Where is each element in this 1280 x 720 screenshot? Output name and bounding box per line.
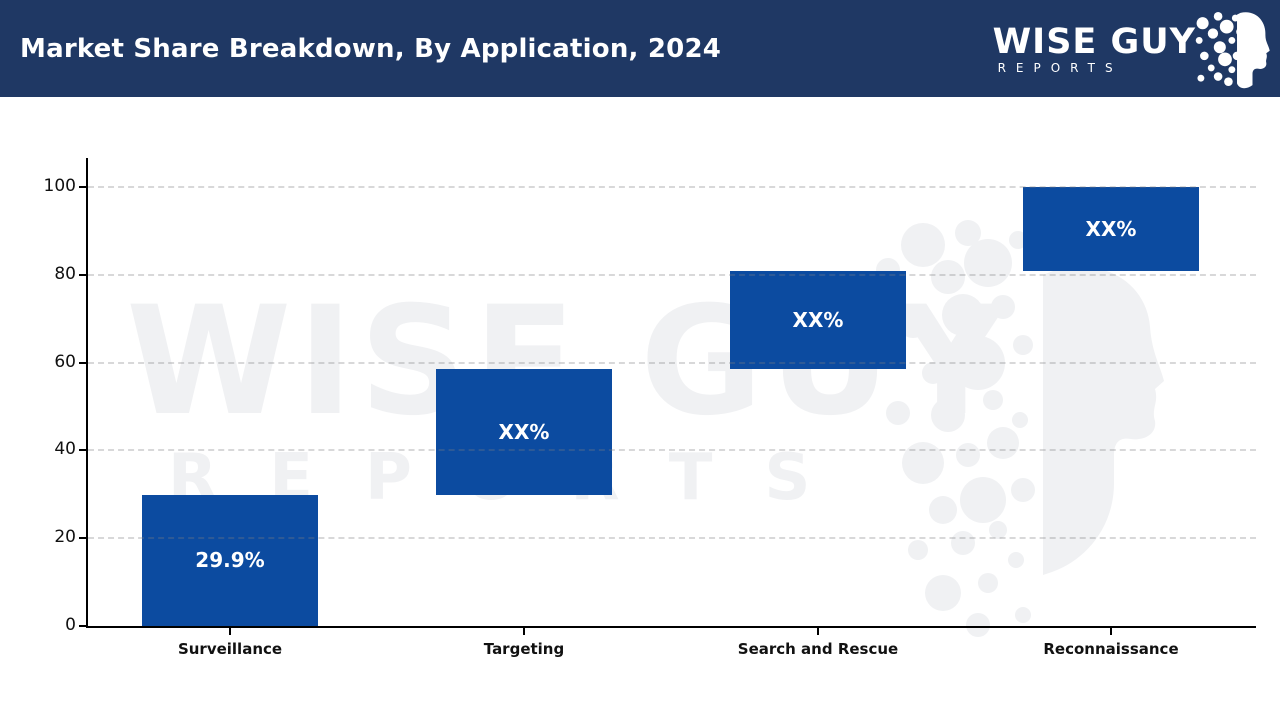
bar-value-label-reconnaissance: XX% [1085,216,1137,241]
x-axis-label-targeting: Targeting [483,640,565,658]
x-tick-mark-targeting [523,626,525,635]
gridline-20 [88,537,1256,540]
bar-search-and-rescue: XX% [730,270,906,370]
bar-targeting: XX% [436,369,612,495]
header-bar: Market Share Breakdown, By Application, … [0,0,1280,97]
bar-surveillance: 29.9% [142,494,318,626]
logo-wordmark-line2: REPORTS [997,61,1123,76]
y-axis-line [86,158,88,628]
y-tick-label-80: 80 [54,263,76,284]
chart-plot-area: 29.9% XX% XX% XX% 0 20 40 60 80 100 Surveillance T… [0,97,1280,720]
y-tick-mark-0 [79,625,88,627]
y-tick-label-0: 0 [65,615,76,635]
logo-wordmark-line1: WISE GUY [992,21,1196,62]
y-tick-mark-40 [79,449,88,452]
bar-reconnaissance: XX% [1023,187,1199,271]
logo-wordmark: WISE GUY REPORTS [993,23,1196,76]
gridline-60 [88,361,1256,364]
page-title: Market Share Breakdown, By Application, … [20,33,722,64]
y-tick-mark-100 [79,186,88,188]
y-tick-label-20: 20 [54,527,76,548]
y-tick-label-40: 40 [54,439,76,460]
x-tick-mark-search-and-rescue [817,626,819,635]
y-tick-label-100: 100 [43,176,76,196]
y-tick-mark-80 [79,273,88,276]
gridline-100 [88,186,1256,188]
x-axis-line [86,626,1256,628]
bar-value-label-targeting: XX% [498,419,550,444]
y-tick-mark-20 [79,537,88,540]
wise-guy-logo: WISE GUY REPORTS [993,6,1270,92]
y-tick-label-60: 60 [54,351,76,372]
x-axis-label-reconnaissance: Reconnaissance [1043,640,1179,658]
x-tick-mark-surveillance [229,626,231,635]
gridline-40 [88,449,1256,452]
x-axis-label-search-and-rescue: Search and Rescue [737,640,899,658]
bar-value-label-surveillance: 29.9% [195,548,265,573]
x-tick-mark-reconnaissance [1110,626,1112,635]
y-tick-mark-60 [79,361,88,364]
gridline-80 [88,273,1256,276]
bar-value-label-search-and-rescue: XX% [792,308,844,332]
x-axis-label-surveillance: Surveillance [177,640,283,658]
logo-face-icon [1195,12,1270,89]
